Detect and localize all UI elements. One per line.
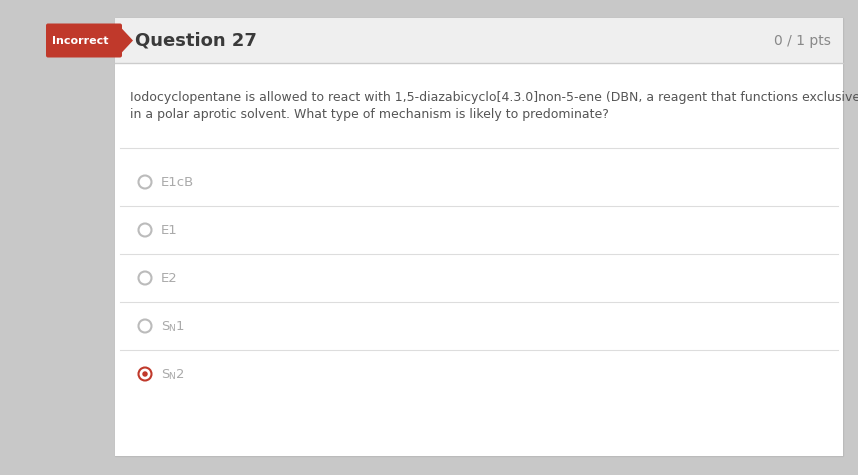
Text: 2: 2 bbox=[176, 368, 184, 380]
Polygon shape bbox=[119, 26, 133, 56]
FancyBboxPatch shape bbox=[115, 18, 843, 456]
Text: 0 / 1 pts: 0 / 1 pts bbox=[774, 34, 831, 48]
Text: E1cB: E1cB bbox=[161, 175, 194, 189]
Circle shape bbox=[142, 371, 148, 377]
Text: E2: E2 bbox=[161, 272, 178, 285]
FancyBboxPatch shape bbox=[120, 71, 838, 146]
Text: Incorrect: Incorrect bbox=[51, 36, 108, 46]
Text: S: S bbox=[161, 320, 169, 332]
FancyBboxPatch shape bbox=[115, 18, 843, 63]
Text: S: S bbox=[161, 368, 169, 380]
Text: N: N bbox=[168, 324, 175, 333]
Text: 1: 1 bbox=[176, 320, 184, 332]
Text: Iodocyclopentane is allowed to react with 1,5-diazabicyclo[4.3.0]non-5-ene (DBN,: Iodocyclopentane is allowed to react wit… bbox=[130, 91, 858, 104]
Text: Question 27: Question 27 bbox=[135, 31, 257, 49]
Text: N: N bbox=[168, 372, 175, 381]
FancyBboxPatch shape bbox=[115, 63, 843, 456]
Text: E1: E1 bbox=[161, 224, 178, 237]
Text: in a polar aprotic solvent. What type of mechanism is likely to predominate?: in a polar aprotic solvent. What type of… bbox=[130, 108, 609, 121]
FancyBboxPatch shape bbox=[46, 23, 122, 57]
